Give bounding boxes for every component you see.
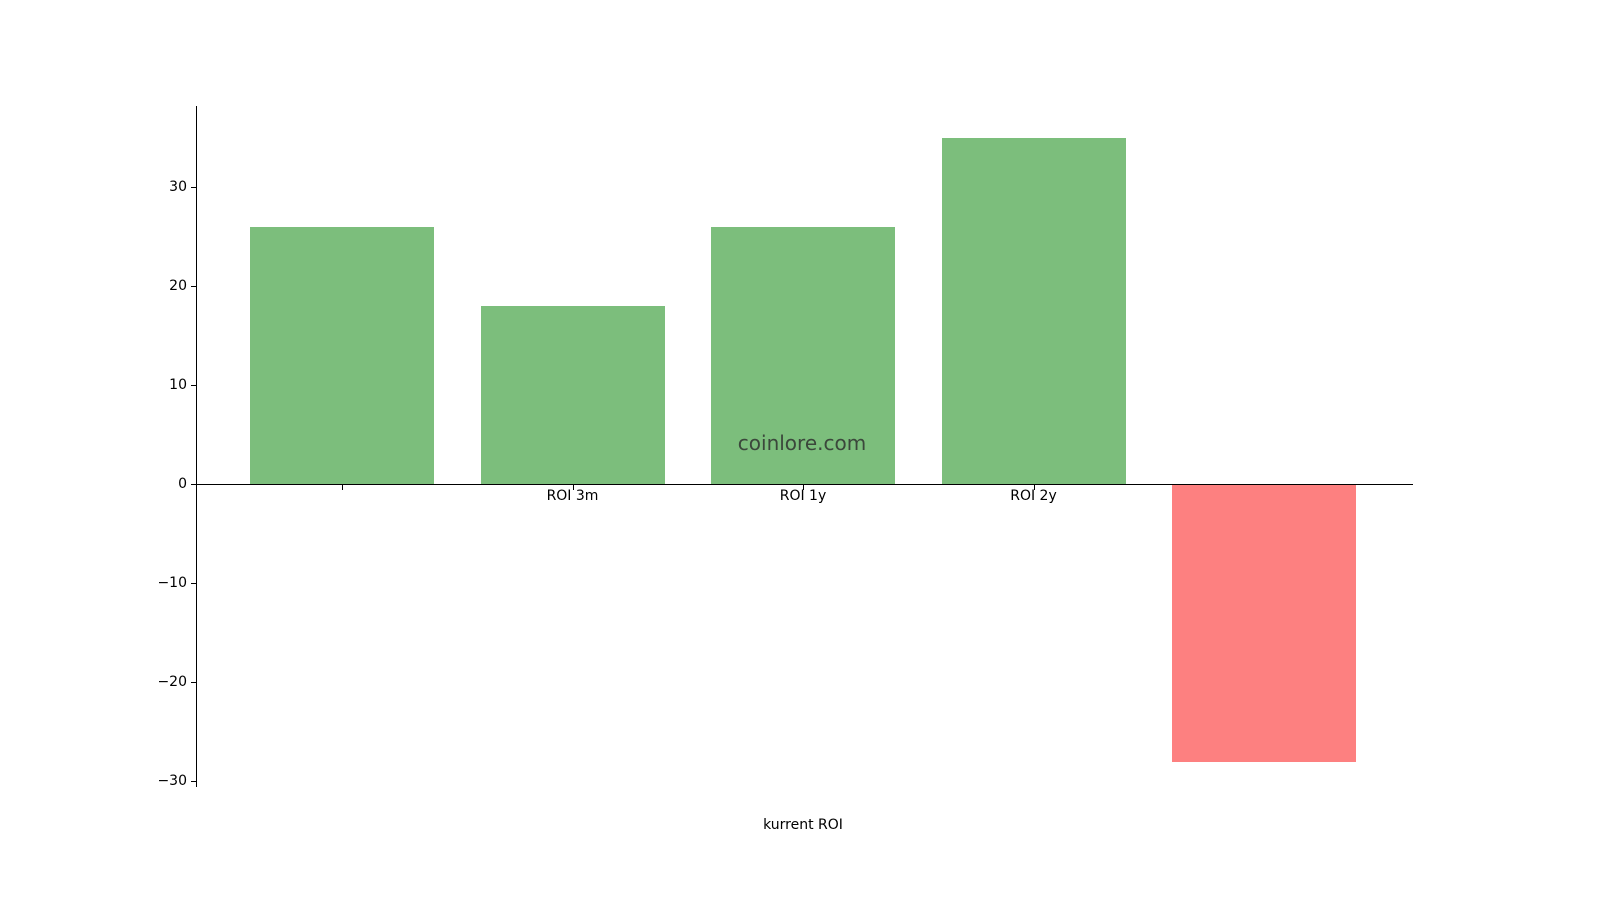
bar-index-4: [1172, 485, 1356, 763]
x-tick-mark: [572, 485, 574, 490]
y-axis-line: [196, 106, 197, 787]
x-tick-label: ROI 2y: [1010, 488, 1057, 504]
y-tick-mark: [191, 286, 196, 287]
y-tick-label: 10: [169, 377, 187, 393]
x-axis-zero-line: [196, 484, 1413, 485]
watermark-text: coinlore.com: [737, 431, 867, 455]
x-tick-mark: [1033, 485, 1035, 490]
y-tick-mark: [191, 484, 196, 485]
y-tick-label: −20: [157, 674, 187, 690]
y-tick-label: 0: [178, 476, 187, 492]
y-tick-mark: [191, 682, 196, 683]
x-axis-title: kurrent ROI: [763, 817, 843, 833]
y-tick-mark: [191, 583, 196, 584]
y-tick-label: 30: [169, 179, 187, 195]
x-tick-mark: [803, 485, 804, 490]
x-tick-mark: [342, 485, 343, 490]
y-tick-mark: [191, 187, 196, 188]
y-tick-label: 20: [169, 278, 187, 294]
y-tick-label: −10: [157, 575, 187, 591]
bar-roi-2y: [941, 137, 1126, 484]
x-tick-label: ROI 3m: [546, 488, 599, 504]
bar-roi-1y: [711, 226, 895, 484]
y-tick-mark: [191, 385, 196, 386]
y-tick-label: −30: [157, 773, 187, 789]
x-tick-label: ROI 1y: [779, 488, 827, 504]
bar-roi-3m: [480, 305, 665, 484]
bar-index-0: [250, 226, 434, 484]
y-tick-mark: [191, 781, 196, 782]
